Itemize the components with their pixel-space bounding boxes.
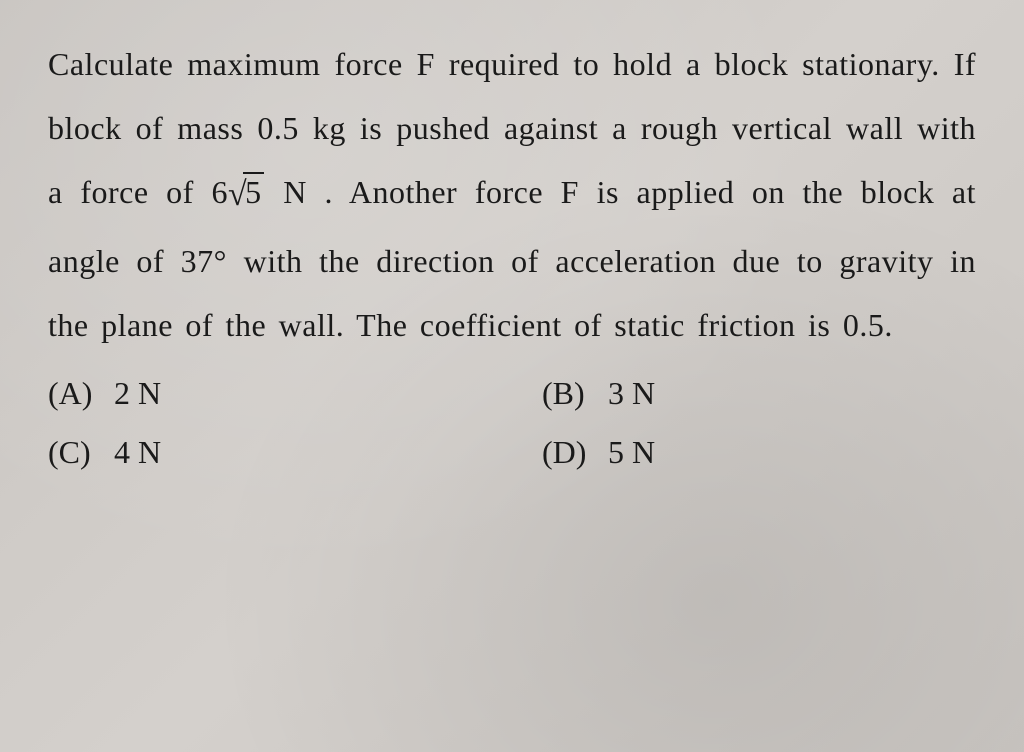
force-unit: N . — [266, 174, 333, 210]
option-a-label: (A) — [48, 375, 104, 412]
option-d[interactable]: (D) 5 N — [542, 434, 976, 471]
option-b-value: 3 N — [608, 375, 655, 412]
angle-value: 37° — [181, 243, 227, 279]
option-a-value: 2 N — [114, 375, 161, 412]
option-b[interactable]: (B) 3 N — [542, 375, 976, 412]
option-c[interactable]: (C) 4 N — [48, 434, 482, 471]
options-grid: (A) 2 N (B) 3 N (C) 4 N (D) 5 N — [48, 375, 976, 471]
option-d-value: 5 N — [608, 434, 655, 471]
mu-value: 0.5 — [843, 307, 885, 343]
question-period: . — [884, 307, 893, 343]
mass-value: 0.5 kg — [257, 110, 346, 146]
option-a[interactable]: (A) 2 N — [48, 375, 482, 412]
option-d-label: (D) — [542, 434, 598, 471]
question-text: Calculate maximum force F required to ho… — [48, 32, 976, 357]
option-b-label: (B) — [542, 375, 598, 412]
radicand-value: 5 — [243, 172, 264, 210]
option-c-label: (C) — [48, 434, 104, 471]
force-coefficient: 6 — [211, 174, 228, 210]
sqrt-expression: √5 — [228, 160, 264, 229]
option-c-value: 4 N — [114, 434, 161, 471]
